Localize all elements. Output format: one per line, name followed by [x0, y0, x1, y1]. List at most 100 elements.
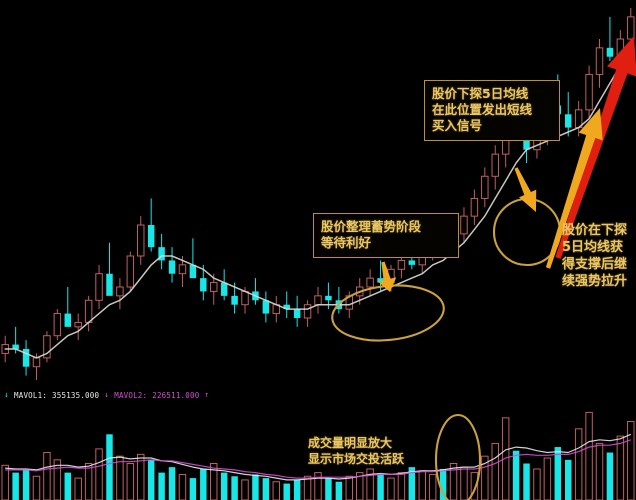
volume-bar: [335, 481, 343, 500]
volume-bar: [178, 473, 187, 500]
annotation-buy-signal-line: 在此位置发出短线: [432, 102, 533, 117]
volume-bar: [554, 447, 562, 500]
volume-bar: [439, 468, 447, 500]
candle: [189, 238, 197, 279]
volume-bar: [533, 468, 541, 500]
candle: [43, 331, 51, 363]
candle: [272, 295, 281, 323]
candle: [616, 30, 625, 70]
volume-bar: [241, 479, 249, 500]
volume-bar: [200, 468, 207, 500]
mavol1-marker-icon: ↓: [4, 390, 10, 399]
volume-bar: [262, 478, 270, 500]
mavol2-marker-icon: ↓: [104, 390, 110, 399]
annotation-support-rally-line: 得支撑后继: [562, 257, 628, 273]
candle: [335, 287, 343, 314]
volume-bar: [231, 476, 238, 500]
volume-bar: [64, 472, 72, 500]
volume-bar: [512, 450, 520, 500]
candle: [606, 16, 614, 62]
candle: [147, 198, 155, 252]
volume-bar: [595, 442, 604, 500]
annotation-buy-signal-line: 股价下探5日均线: [432, 86, 529, 101]
mavol1-value: 355135.000: [52, 390, 100, 400]
volume-bar: [32, 475, 41, 500]
volume-bar: [543, 457, 552, 500]
annotation-volume-surge-line: 显示市场交投活跃: [308, 451, 405, 466]
volume-bar: [574, 428, 583, 500]
candle: [377, 260, 384, 292]
candle: [106, 242, 113, 296]
annotation-volume-surge: 成交量明显放大 显示市场交投活跃: [308, 436, 458, 467]
volume-bar: [22, 468, 30, 500]
annotation-support-rally-line: 续强势拉升: [562, 274, 628, 290]
volume-bar: [12, 472, 19, 500]
volume-bar: [116, 455, 124, 500]
candle: [303, 300, 312, 327]
ma-volume-2-line: [5, 439, 631, 479]
candle: [137, 216, 145, 265]
volume-bar: [345, 475, 354, 500]
annotation-consolidation-line: 等待利好: [321, 235, 372, 250]
annotation-support-rally: 股价在下探 5日均线获 得支撑后继 续强势拉升: [562, 222, 636, 291]
candle: [64, 287, 72, 327]
candle: [293, 295, 301, 327]
price-candlestick-svg: [1, 8, 635, 380]
candle: [595, 39, 604, 88]
candle: [627, 8, 635, 48]
candle: [366, 269, 374, 296]
volume-bar: [303, 475, 312, 500]
candle: [22, 340, 30, 376]
candle: [574, 101, 583, 137]
volume-bar: [137, 453, 145, 500]
volume-bar: [325, 478, 332, 500]
candle: [200, 264, 207, 301]
volume-bar: [355, 472, 364, 500]
volume-bar: [616, 435, 625, 500]
annotation-buy-signal-line: 买入信号: [432, 118, 483, 133]
annotation-buy-signal: 股价下探5日均线 在此位置发出短线 买入信号: [424, 80, 560, 141]
volume-bar: [428, 473, 437, 500]
volume-bar: [272, 481, 281, 500]
volume-bar: [95, 448, 103, 500]
volume-bar: [470, 472, 479, 500]
price-chart-pane[interactable]: [0, 0, 636, 386]
ma-price-line: [4, 47, 632, 359]
volume-bar: [418, 470, 426, 500]
candle: [168, 247, 176, 283]
candle: [95, 264, 103, 310]
volume-bar: [84, 462, 93, 500]
candle: [314, 287, 322, 314]
candle: [460, 207, 468, 243]
volume-bar: [460, 466, 468, 500]
volume-bar: [387, 477, 395, 500]
volume-bar: [293, 479, 301, 500]
indicator-status-bar: ↓ MAVOL1: 355135.000 ↓ MAVOL2: 226511.00…: [0, 386, 636, 404]
volume-bar: [53, 459, 62, 500]
volume-bar: [189, 478, 197, 500]
candle: [252, 278, 259, 305]
volume-bar: [585, 411, 593, 500]
volume-bar: [627, 421, 635, 500]
candle: [262, 291, 270, 323]
candle: [74, 313, 82, 341]
volume-bar: [397, 472, 406, 500]
candle: [53, 309, 62, 341]
volume-bar: [366, 468, 374, 500]
volume-bar: [491, 442, 499, 500]
volume-bar: [168, 467, 176, 500]
volume-bar: [283, 483, 290, 500]
volume-bar: [481, 455, 489, 500]
candle: [470, 189, 479, 225]
annotation-consolidation: 股价整理蓄势阶段 等待利好: [313, 213, 459, 258]
volume-bar: [606, 452, 614, 500]
annotation-consolidation-line: 股价整理蓄势阶段: [321, 219, 422, 234]
volume-bar: [147, 459, 155, 500]
candle: [126, 251, 135, 292]
candle: [564, 92, 572, 137]
volume-bar: [220, 472, 228, 500]
candle: [84, 295, 93, 332]
candle: [158, 233, 165, 270]
volume-bar: [408, 467, 416, 500]
